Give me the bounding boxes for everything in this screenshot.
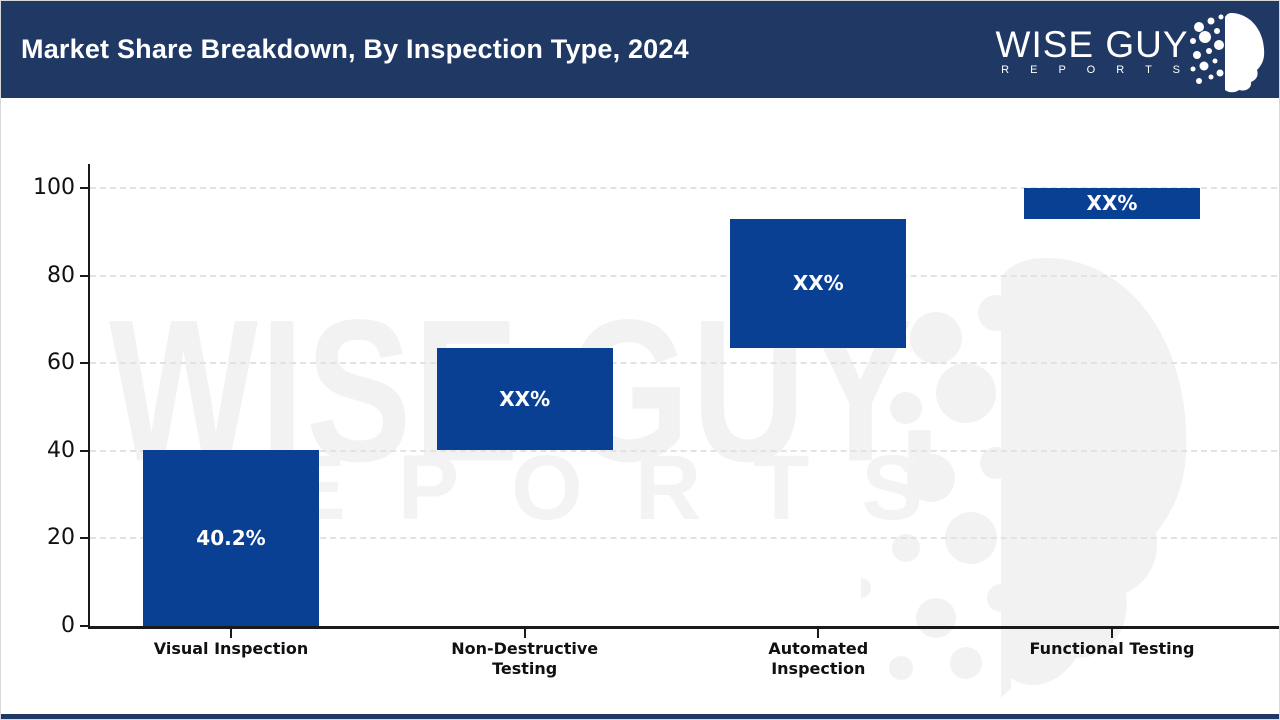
y-tick-label-0: 0 xyxy=(61,613,75,638)
gridline-20 xyxy=(90,537,1277,540)
y-tick-label-100: 100 xyxy=(33,175,75,200)
x-category-label-2: Non-Destructive Testing xyxy=(451,639,599,678)
x-category-label-3: Automated Inspection xyxy=(768,639,869,678)
bar-value-label: XX% xyxy=(499,386,551,411)
x-category-label-1: Visual Inspection xyxy=(153,639,309,658)
y-axis-line xyxy=(88,164,90,628)
x-category-label-4: Functional Testing xyxy=(1029,639,1195,658)
x-tick-3 xyxy=(817,629,820,638)
footer-bar xyxy=(1,714,1279,719)
y-tick-60 xyxy=(80,362,88,365)
page-title: Market Share Breakdown, By Inspection Ty… xyxy=(21,34,689,64)
watermark-head-icon xyxy=(861,258,1187,698)
x-axis-line xyxy=(88,626,1279,629)
gridline-40 xyxy=(90,449,1277,452)
x-tick-1 xyxy=(230,629,232,638)
x-tick-4 xyxy=(1111,629,1113,638)
wiseguy-logo: WISE GUY R E P O R T S xyxy=(995,9,1267,93)
wiseguy-logo-subtitle: R E P O R T S xyxy=(1001,63,1189,76)
gridline-60 xyxy=(90,362,1277,365)
y-tick-0 xyxy=(80,625,88,627)
bar-segment-4: XX% xyxy=(1024,188,1200,219)
bar-value-label: 40.2% xyxy=(196,525,266,550)
wiseguy-logo-wordmark: WISE GUY xyxy=(995,23,1189,65)
y-tick-20 xyxy=(80,537,88,540)
bar-value-label: XX% xyxy=(1086,191,1138,216)
bar-segment-1: 40.2% xyxy=(143,449,319,626)
waterfall-chart: 0 20 40 60 80 100 40.2% Visual Inspection XX% Non… xyxy=(1,98,1279,716)
bar-segment-2: XX% xyxy=(436,347,613,450)
y-tick-label-60: 60 xyxy=(47,350,75,376)
wiseguy-logo-text: WISE GUY R E P O R T S xyxy=(995,23,1189,76)
gridline-100 xyxy=(90,187,1277,189)
y-tick-label-80: 80 xyxy=(47,262,75,288)
y-tick-label-40: 40 xyxy=(47,437,75,463)
y-tick-label-20: 20 xyxy=(47,525,75,551)
header-bar: Market Share Breakdown, By Inspection Ty… xyxy=(1,1,1279,98)
y-tick-100 xyxy=(80,187,88,189)
bar-segment-3: XX% xyxy=(730,218,907,348)
wiseguy-head-icon xyxy=(1190,12,1265,92)
y-tick-80 xyxy=(80,274,88,277)
x-tick-2 xyxy=(523,629,526,638)
gridline-80 xyxy=(90,274,1277,277)
y-tick-40 xyxy=(80,449,88,452)
bar-value-label: XX% xyxy=(792,271,844,296)
